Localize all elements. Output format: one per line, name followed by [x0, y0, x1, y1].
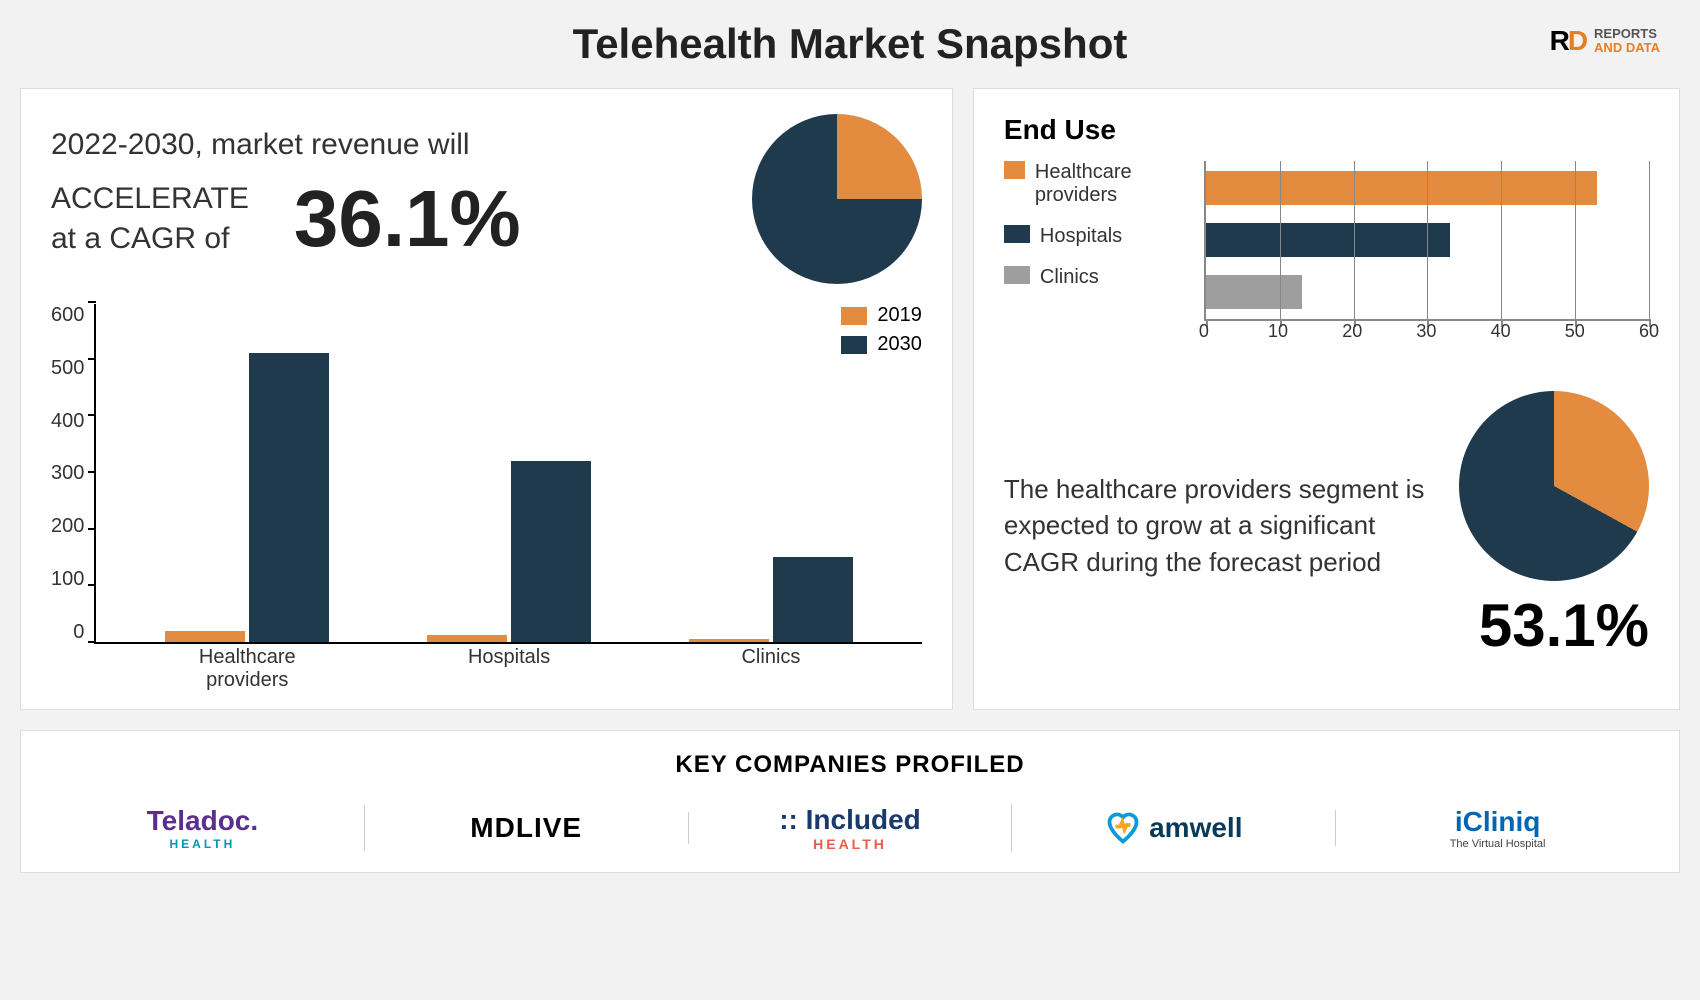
companies-panel: KEY COMPANIES PROFILED Teladoc.HEALTHMDL… [20, 730, 1680, 873]
logo-text: REPORTS AND DATA [1594, 27, 1660, 56]
growth-pie-icon [1459, 391, 1649, 581]
page-title: Telehealth Market Snapshot [20, 20, 1680, 68]
headline-row: 2022-2030, market revenue will ACCELERAT… [51, 114, 922, 284]
hbar-chart: 0102030405060 [1204, 161, 1649, 361]
company-mdlive: MDLIVE [365, 812, 689, 844]
company-teladoc: Teladoc.HEALTH [41, 805, 365, 851]
end-use-row: Healthcare providersHospitalsClinics 010… [1004, 161, 1649, 361]
end-use-title: End Use [1004, 114, 1649, 146]
growth-percent: 53.1% [1459, 591, 1649, 660]
company-amwell: amwell [1012, 810, 1336, 846]
companies-row: Teladoc.HEALTHMDLIVE:: IncludedHEALTHamw… [41, 804, 1659, 852]
cagr-pie-icon [752, 114, 922, 284]
headline-line2: ACCELERATE [51, 179, 249, 220]
bars-area [96, 304, 922, 642]
growth-text: The healthcare providers segment is expe… [1004, 471, 1429, 580]
headline-text: 2022-2030, market revenue will ACCELERAT… [51, 125, 521, 274]
headline-accel-block: ACCELERATE at a CAGR of [51, 179, 249, 260]
bar-legend: 20192030 [841, 304, 922, 362]
headline-line1: 2022-2030, market revenue will [51, 125, 521, 166]
end-use-legend: Healthcare providersHospitalsClinics [1004, 161, 1184, 361]
brand-logo: RD REPORTS AND DATA [1550, 25, 1660, 57]
company-iclinic: iCliniqThe Virtual Hospital [1336, 806, 1659, 850]
company-included: :: IncludedHEALTH [689, 804, 1013, 852]
logo-icon: RD [1550, 25, 1586, 57]
grouped-bar-chart: 6005004003002001000 HealthcareprovidersH… [51, 304, 922, 684]
growth-row: The healthcare providers segment is expe… [1004, 391, 1649, 660]
growth-right: 53.1% [1459, 391, 1649, 660]
hbar-plot [1204, 161, 1649, 321]
panels-row: 2022-2030, market revenue will ACCELERAT… [20, 88, 1680, 710]
left-panel: 2022-2030, market revenue will ACCELERAT… [20, 88, 953, 710]
y-axis: 6005004003002001000 [51, 304, 94, 644]
headline-line3: at a CAGR of [51, 219, 249, 260]
cagr-value: 36.1% [294, 165, 521, 273]
x-axis-labels: HealthcareprovidersHospitalsClinics [96, 646, 922, 692]
companies-title: KEY COMPANIES PROFILED [41, 751, 1659, 779]
right-panel: End Use Healthcare providersHospitalsCli… [973, 88, 1680, 710]
plot-area: HealthcareprovidersHospitalsClinics 2019… [94, 304, 922, 644]
hbar-x-labels: 0102030405060 [1204, 321, 1649, 351]
